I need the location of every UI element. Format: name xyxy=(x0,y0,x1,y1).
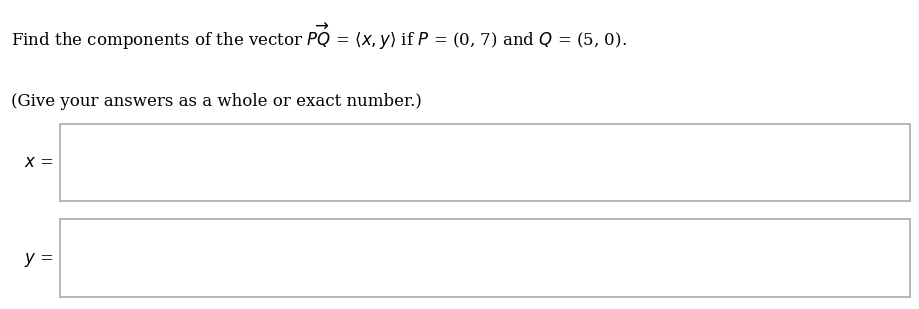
Text: Find the components of the vector $\overrightarrow{PQ}$ = $\langle x, y \rangle$: Find the components of the vector $\over… xyxy=(11,22,627,52)
Text: $x$ =: $x$ = xyxy=(24,154,53,171)
FancyBboxPatch shape xyxy=(60,124,910,201)
Text: (Give your answers as a whole or exact number.): (Give your answers as a whole or exact n… xyxy=(11,93,422,110)
Text: $y$ =: $y$ = xyxy=(24,251,53,269)
FancyBboxPatch shape xyxy=(60,219,910,297)
